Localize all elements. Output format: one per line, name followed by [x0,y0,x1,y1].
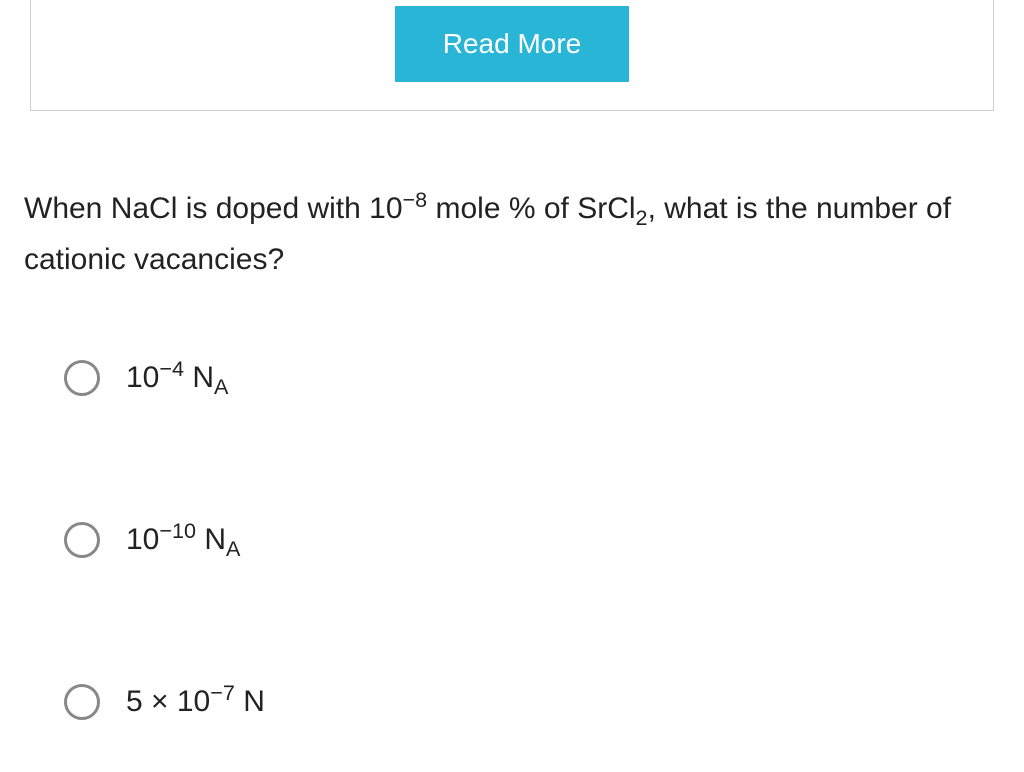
options-container: 10−4 NA 10−10 NA 5 × 10−7 N [24,356,1000,724]
option-exp: −7 [210,680,235,705]
option-row[interactable]: 5 × 10−7 N [64,680,1000,724]
option-row[interactable]: 10−10 NA [64,518,1000,562]
option-text: 5 × 10−7 N [126,680,265,724]
question-text: When NaCl is doped with 10−8 mole % of S… [24,183,1000,284]
read-more-button[interactable]: Read More [395,6,630,82]
option-exp: −10 [159,518,196,543]
option-base: 10 [126,361,159,394]
question-container: When NaCl is doped with 10−8 mole % of S… [0,111,1024,724]
option-nsub: A [214,374,228,399]
option-base: 10 [126,523,159,556]
radio-icon[interactable] [64,684,100,720]
option-text: 10−10 NA [126,518,240,562]
option-nsub: A [226,536,240,561]
option-n: N [235,685,265,718]
option-prefix: 5 × [126,685,177,718]
question-part-2: mole % of SrCl [427,192,635,225]
option-n: N [184,361,214,394]
option-base: 10 [177,685,210,718]
radio-icon[interactable] [64,522,100,558]
option-exp: −4 [159,356,184,381]
question-part-1: When NaCl is doped with 10 [24,192,403,225]
top-border-box: Read More [30,0,994,111]
question-exp-1: −8 [403,187,428,212]
question-sub-1: 2 [636,205,648,230]
option-row[interactable]: 10−4 NA [64,356,1000,400]
option-n: N [196,523,226,556]
option-text: 10−4 NA [126,356,228,400]
radio-icon[interactable] [64,360,100,396]
